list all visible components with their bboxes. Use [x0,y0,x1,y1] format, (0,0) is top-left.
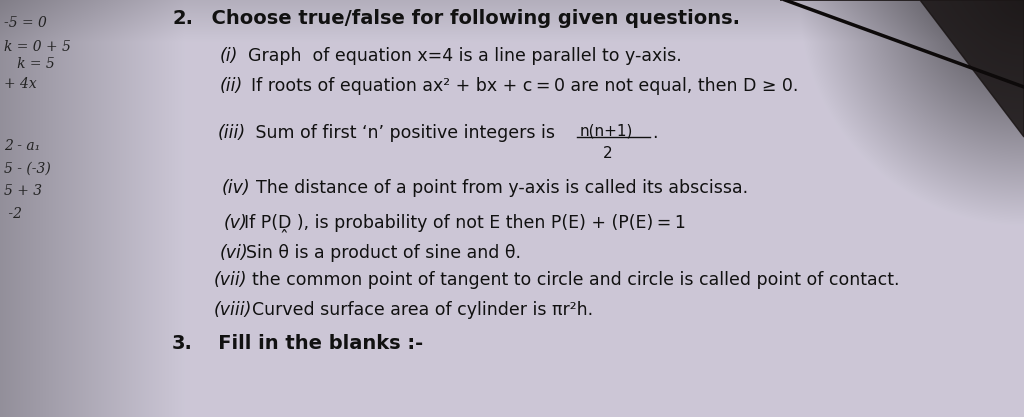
Text: The distance of a point from y-axis is called its abscissa.: The distance of a point from y-axis is c… [256,179,749,197]
Text: (vii): (vii) [214,271,248,289]
Text: (ii): (ii) [220,77,244,95]
Text: (vi): (vi) [220,244,249,262]
Text: Sum of first ‘n’ positive integers is: Sum of first ‘n’ positive integers is [250,124,560,142]
Text: Fill in the blanks :-: Fill in the blanks :- [198,334,423,353]
Text: k = 5: k = 5 [4,57,54,71]
Text: (viii): (viii) [214,301,252,319]
Text: Sin θ is a product of sine and θ.: Sin θ is a product of sine and θ. [246,244,521,262]
Text: -5 = 0: -5 = 0 [4,16,47,30]
Text: If P(Ḓ ), is probability of not E then P(E) + (P(E) = 1: If P(Ḓ ), is probability of not E then P… [244,214,686,233]
Text: (iv): (iv) [222,179,251,197]
Text: 2 - a₁: 2 - a₁ [4,139,40,153]
Text: -2: -2 [4,207,22,221]
Polygon shape [780,0,1024,137]
Text: + 4x: + 4x [4,77,37,91]
Text: 2: 2 [603,146,612,161]
Text: Curved surface area of cylinder is πr²h.: Curved surface area of cylinder is πr²h. [252,301,593,319]
Text: (v): (v) [224,214,248,232]
Text: Graph  of equation x=4 is a line parallel to y-axis.: Graph of equation x=4 is a line parallel… [248,47,682,65]
Text: (i): (i) [220,47,239,65]
Text: 2.: 2. [172,9,193,28]
Text: 3.: 3. [172,334,193,353]
Text: 5 + 3: 5 + 3 [4,184,42,198]
Text: n(n+1): n(n+1) [580,124,634,139]
Text: 5 - (-3): 5 - (-3) [4,162,51,176]
Text: If roots of equation ax² + bx + c = 0 are not equal, then D ≥ 0.: If roots of equation ax² + bx + c = 0 ar… [251,77,799,95]
Text: the common point of tangent to circle and circle is called point of contact.: the common point of tangent to circle an… [252,271,899,289]
Text: .: . [652,124,657,142]
Text: Choose true/false for following given questions.: Choose true/false for following given qu… [198,9,740,28]
Text: (iii): (iii) [218,124,246,142]
Text: k = 0 + 5: k = 0 + 5 [4,40,71,54]
